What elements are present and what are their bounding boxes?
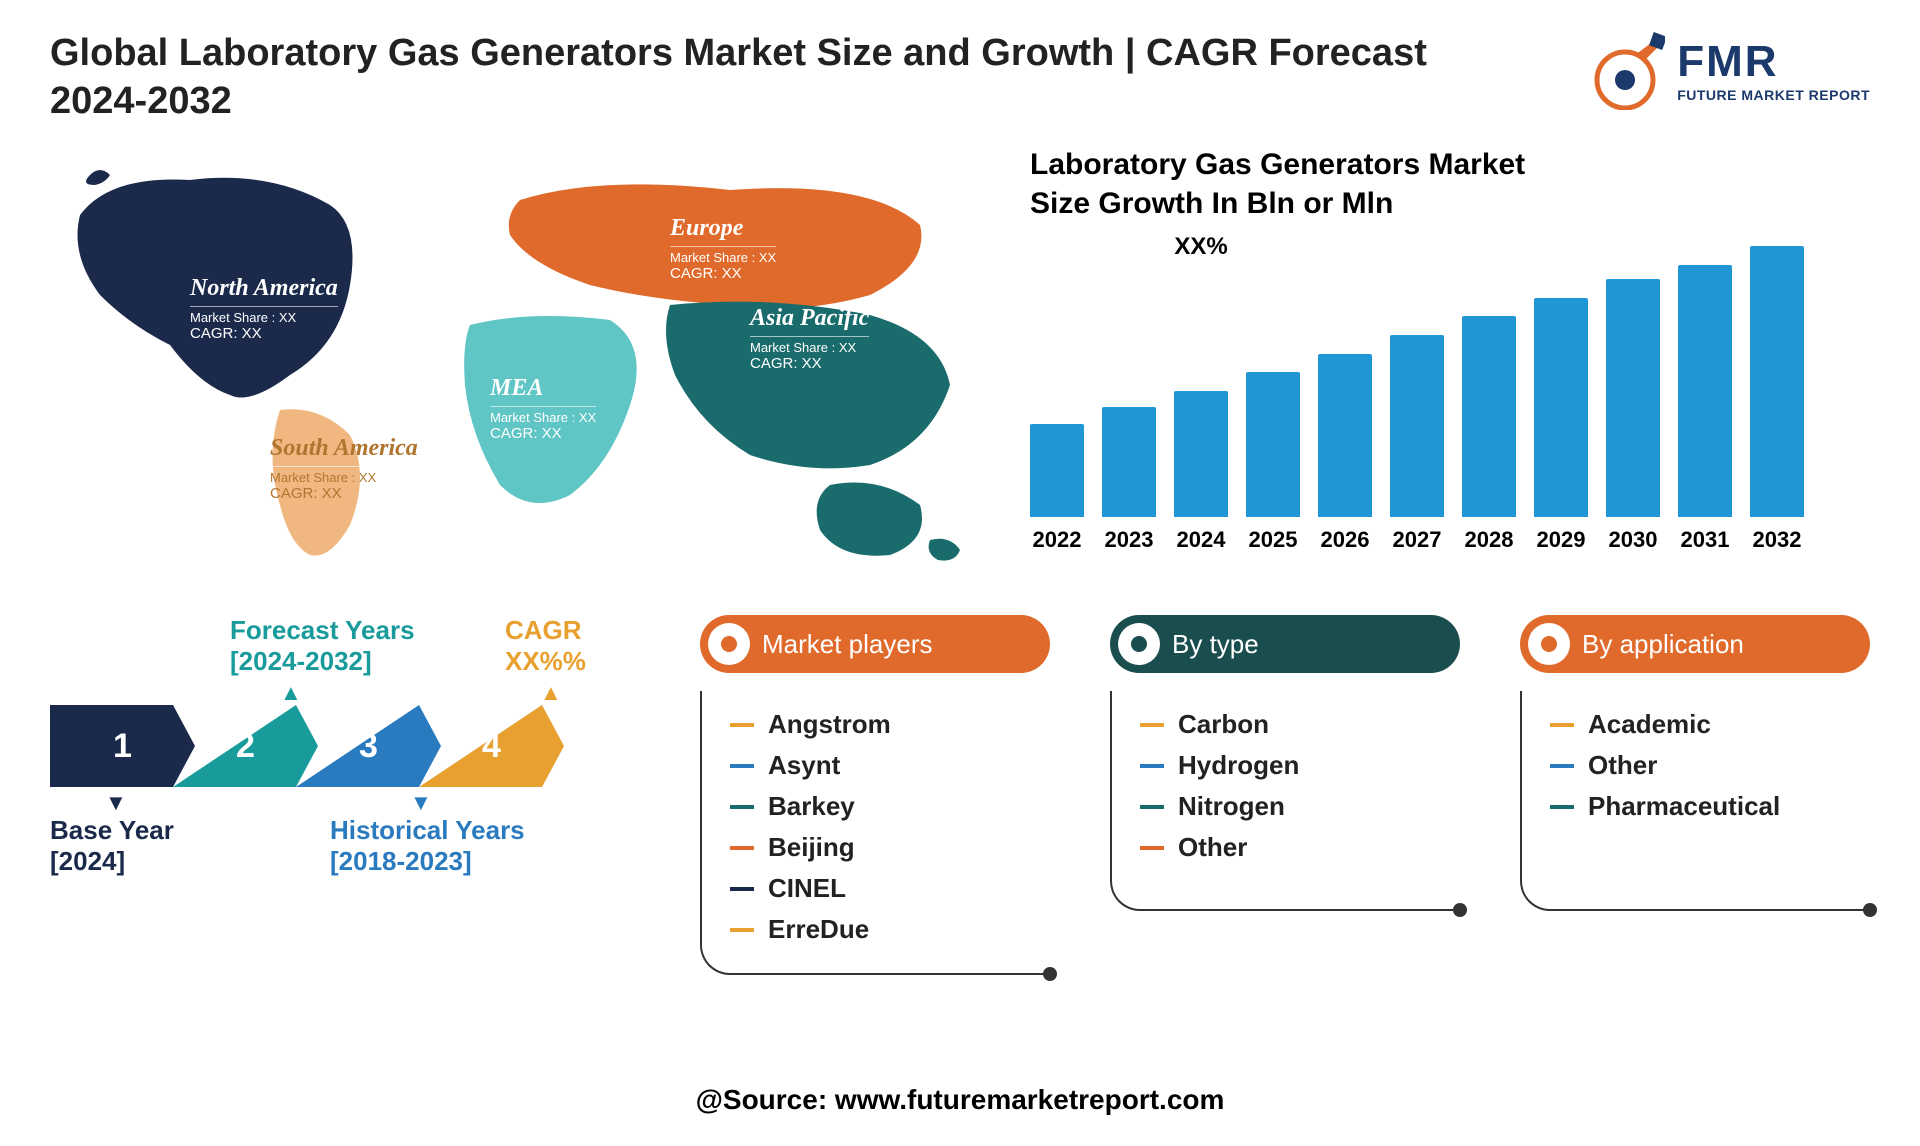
logo-text: FMR FUTURE MARKET REPORT: [1677, 37, 1870, 103]
source-attribution: @Source: www.futuremarketreport.com: [696, 1084, 1225, 1116]
category-item: Carbon: [1140, 709, 1448, 740]
logo-text-main: FMR: [1677, 37, 1870, 87]
category-item: Other: [1550, 750, 1858, 781]
chevron-row: 1234: [50, 705, 650, 787]
category-section: Market players Angstrom Asynt Barkey Beijing…: [700, 615, 1870, 975]
region-label-na: North AmericaMarket Share : XXCAGR: XX: [190, 275, 338, 342]
category-item: Barkey: [730, 791, 1038, 822]
bar-2032: XX%2032: [1750, 246, 1804, 553]
bar-2027: 2027: [1390, 335, 1444, 553]
category-item: CINEL: [730, 873, 1038, 904]
category-item: Other: [1140, 832, 1448, 863]
bar-2023: 2023: [1102, 407, 1156, 553]
region-label-sa: South AmericaMarket Share : XXCAGR: XX: [270, 435, 418, 502]
category-item: Nitrogen: [1140, 791, 1448, 822]
page-title: Global Laboratory Gas Generators Market …: [50, 30, 1450, 125]
chevron-4: 4: [419, 705, 564, 787]
header: Global Laboratory Gas Generators Market …: [50, 30, 1870, 125]
timeline-section: Forecast Years[2024-2032]▲CAGRXX%%▲Base …: [50, 615, 650, 787]
timeline-label-2: Base Year[2024]: [50, 815, 174, 877]
category-item: Hydrogen: [1140, 750, 1448, 781]
bar-2028: 2028: [1462, 316, 1516, 553]
category-column-0: Market players Angstrom Asynt Barkey Beijing…: [700, 615, 1050, 975]
timeline-arrow-2: ▼: [105, 790, 127, 816]
logo: FMR FUTURE MARKET REPORT: [1585, 30, 1870, 110]
logo-text-sub: FUTURE MARKET REPORT: [1677, 87, 1870, 103]
bar-2030: 2030: [1606, 279, 1660, 553]
category-item: Academic: [1550, 709, 1858, 740]
region-label-ap: Asia PacificMarket Share : XXCAGR: XX: [750, 305, 869, 372]
timeline-label-0: Forecast Years[2024-2032]: [230, 615, 415, 677]
category-column-1: By type Carbon Hydrogen Nitrogen Other: [1110, 615, 1460, 975]
bar-2031: 2031: [1678, 265, 1732, 553]
chart-title: Laboratory Gas Generators Market Size Gr…: [1030, 145, 1530, 223]
top-row: North AmericaMarket Share : XXCAGR: XX So…: [50, 145, 1870, 565]
timeline-label-3: Historical Years[2018-2023]: [330, 815, 525, 877]
category-box: Angstrom Asynt Barkey Beijing CINEL ErreDue: [700, 691, 1050, 975]
region-label-mea: MEAMarket Share : XXCAGR: XX: [490, 375, 596, 442]
category-item: Asynt: [730, 750, 1038, 781]
category-column-2: By application Academic Other Pharmaceutica…: [1520, 615, 1870, 975]
bottom-row: Forecast Years[2024-2032] ▲ CAGRXX%% ▲ Base …: [50, 615, 1870, 975]
category-item: Pharmaceutical: [1550, 791, 1858, 822]
category-box: Academic Other Pharmaceutical: [1520, 691, 1870, 911]
bar-2029: 2029: [1534, 298, 1588, 553]
bar-2025: 2025: [1246, 372, 1300, 553]
category-item: Beijing: [730, 832, 1038, 863]
world-map: North AmericaMarket Share : XXCAGR: XX So…: [50, 145, 990, 565]
category-header: Market players: [700, 615, 1050, 673]
category-header: By application: [1520, 615, 1870, 673]
timeline-arrow-1: ▲: [540, 680, 562, 706]
bar-chart-section: Laboratory Gas Generators Market Size Gr…: [1030, 145, 1870, 565]
bar-2026: 2026: [1318, 354, 1372, 553]
timeline-arrow-3: ▼: [410, 790, 432, 816]
category-box: Carbon Hydrogen Nitrogen Other: [1110, 691, 1460, 911]
logo-icon: [1585, 30, 1665, 110]
timeline-label-1: CAGRXX%%: [505, 615, 586, 677]
region-label-eu: EuropeMarket Share : XXCAGR: XX: [670, 215, 776, 282]
bar-chart: 2022 2023 XX%2024 2025 2026 2027 2028 2029 2030 2…: [1030, 253, 1870, 553]
category-item: ErreDue: [730, 914, 1038, 945]
bar-2024: XX%2024: [1174, 391, 1228, 553]
category-header: By type: [1110, 615, 1460, 673]
bar-2022: 2022: [1030, 424, 1084, 553]
timeline-arrow-0: ▲: [280, 680, 302, 706]
category-item: Angstrom: [730, 709, 1038, 740]
